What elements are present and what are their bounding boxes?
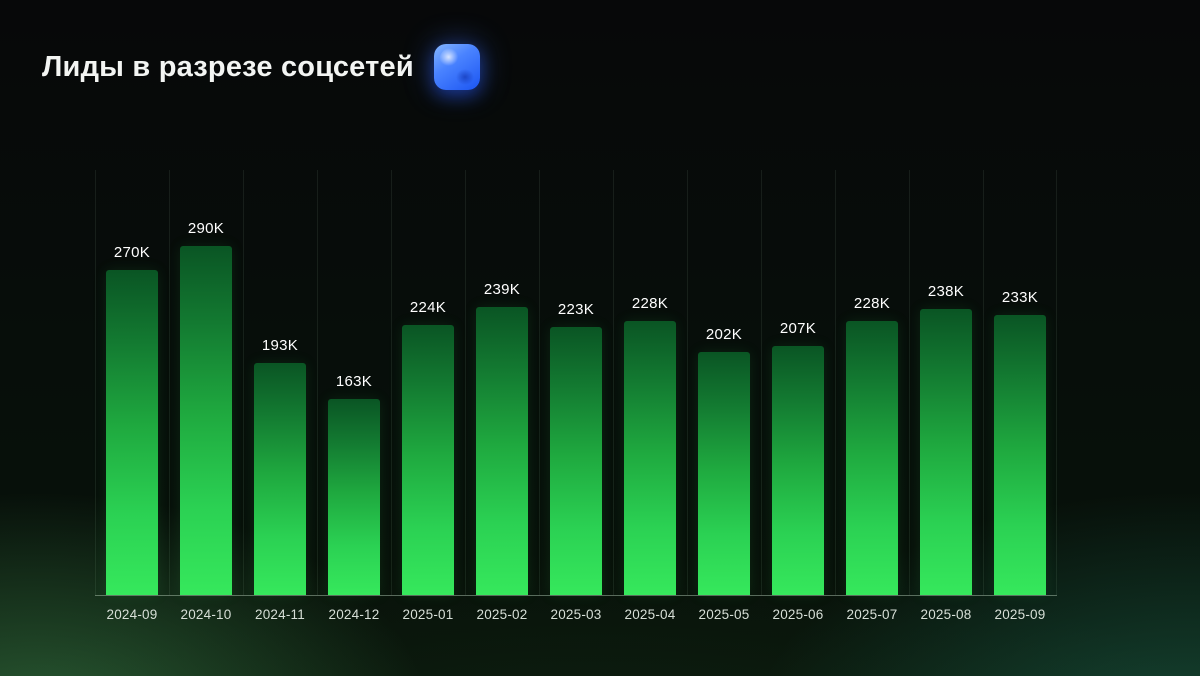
x-axis-label: 2025-07: [846, 607, 898, 622]
bar-slot: 163K: [317, 170, 391, 595]
grid-line: [909, 170, 910, 595]
bar-slot: 238K: [909, 170, 983, 595]
x-axis-label: 2024-12: [328, 607, 380, 622]
bar-value-label: 290K: [187, 220, 225, 237]
grid-line: [983, 170, 984, 595]
page-title: Лиды в разрезе соцсетей: [42, 50, 414, 83]
bar: [106, 270, 158, 595]
bar-value-label: 223K: [557, 301, 595, 318]
bar-slot: 290K: [169, 170, 243, 595]
x-axis-label: 2025-02: [476, 607, 528, 622]
bar-value-label: 228K: [631, 295, 669, 312]
grid-line: [95, 170, 96, 595]
x-axis-label: 2024-11: [255, 607, 305, 622]
x-axis-label: 2025-05: [698, 607, 750, 622]
x-axis-label: 2025-03: [550, 607, 602, 622]
x-axis-label: 2025-08: [920, 607, 972, 622]
x-axis-label: 2025-01: [402, 607, 454, 622]
bar: [180, 246, 232, 595]
grid-line: [835, 170, 836, 595]
bar-value-label: 228K: [853, 295, 891, 312]
bar-slot: 224K: [391, 170, 465, 595]
grid-line: [169, 170, 170, 595]
x-axis-label: 2025-09: [994, 607, 1046, 622]
bar-slot: 228K: [613, 170, 687, 595]
plot-area: 270K 290K 193K 163K 224K 239K 223K 228K 202K 207K…: [95, 170, 1057, 596]
social-network-app-icon: [433, 44, 480, 90]
x-axis-label: 2024-10: [180, 607, 232, 622]
bar-slot: 270K: [95, 170, 169, 595]
bar: [846, 321, 898, 595]
bar-value-label: 270K: [113, 244, 151, 261]
x-axis-label: 2025-06: [772, 607, 824, 622]
grid-line: [687, 170, 688, 595]
bar-slot: 228K: [835, 170, 909, 595]
bar: [994, 315, 1046, 595]
grid-line: [613, 170, 614, 595]
bar: [402, 325, 454, 595]
bar-value-label: 239K: [483, 281, 521, 298]
grid-line: [391, 170, 392, 595]
bar: [476, 307, 528, 595]
bar: [254, 363, 306, 595]
grid-line: [243, 170, 244, 595]
x-axis-label: 2025-04: [624, 607, 676, 622]
x-axis-labels: 2024-09 2024-10 2024-11 2024-12 2025-01 2025-…: [95, 607, 1057, 622]
bar-value-label: 202K: [705, 326, 743, 343]
bar: [550, 327, 602, 595]
chart-header: Лиды в разрезе соцсетей: [42, 44, 480, 90]
bar-value-label: 233K: [1001, 289, 1039, 306]
bar-value-label: 207K: [779, 320, 817, 337]
bar-slot: 233K: [983, 170, 1057, 595]
bar-value-label: 224K: [409, 299, 447, 316]
bar-slot: 193K: [243, 170, 317, 595]
bar-value-label: 163K: [335, 373, 373, 390]
bar-chart: 270K 290K 193K 163K 224K 239K 223K 228K 202K 207K…: [95, 170, 1057, 622]
bar-value-label: 193K: [261, 337, 299, 354]
bar-slot: 207K: [761, 170, 835, 595]
grid-line: [761, 170, 762, 595]
bar: [624, 321, 676, 595]
bar-slot: 223K: [539, 170, 613, 595]
bar-slot: 202K: [687, 170, 761, 595]
bar-slot: 239K: [465, 170, 539, 595]
grid-line: [465, 170, 466, 595]
grid-line: [317, 170, 318, 595]
bar-value-label: 238K: [927, 283, 965, 300]
bar: [328, 399, 380, 595]
bar: [698, 352, 750, 595]
grid-line: [539, 170, 540, 595]
x-axis-label: 2024-09: [106, 607, 158, 622]
bar: [772, 346, 824, 595]
bar: [920, 309, 972, 595]
